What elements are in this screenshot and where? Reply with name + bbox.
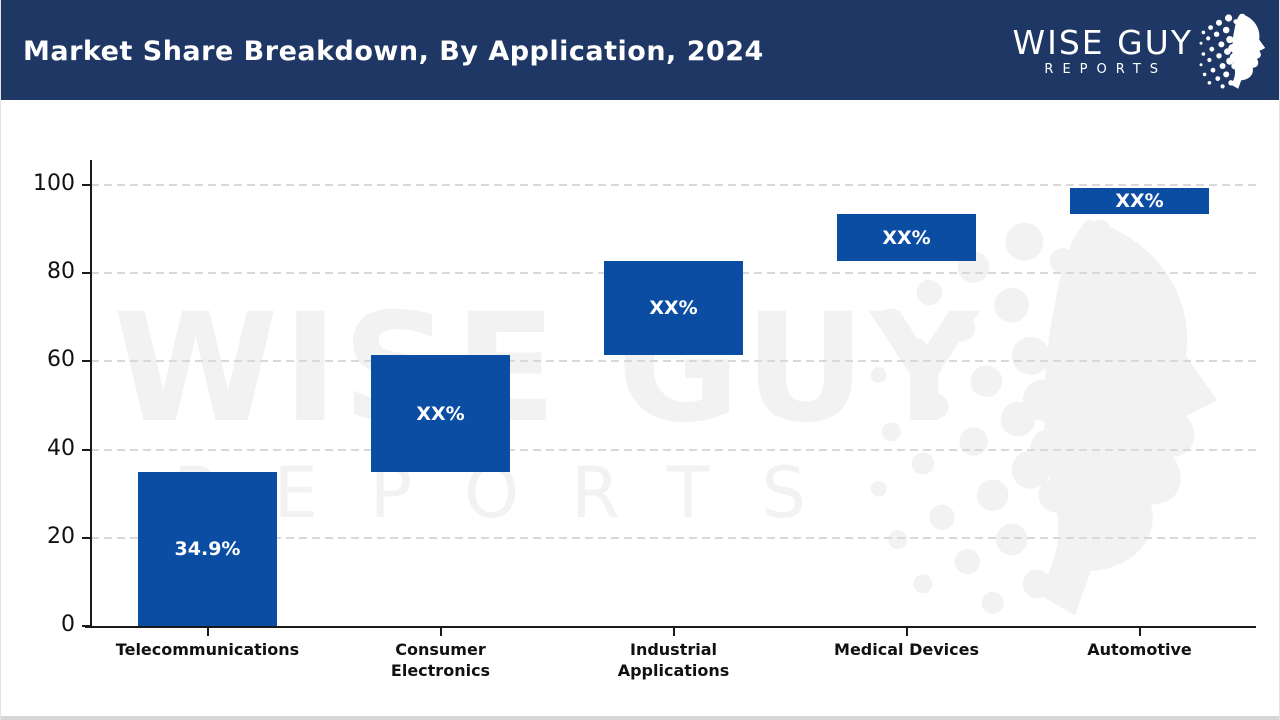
bottom-border [1,716,1279,720]
x-tick-mark [439,628,442,636]
y-tick-mark [82,448,90,451]
y-tick-label: 40 [47,435,75,461]
gridline-y40 [91,448,1256,451]
x-tick-mark [206,628,209,636]
x-tick-mark [672,628,675,636]
header-bar: Market Share Breakdown, By Application, … [1,0,1279,100]
bar-value-label: XX% [882,226,931,249]
y-tick-mark [82,360,90,363]
bar-4 [836,214,977,261]
y-tick-label: 100 [33,171,75,197]
bar-5 [1069,188,1210,215]
gridline-y100 [91,184,1256,187]
watermark-text-line1: WISE GUY [113,282,983,456]
y-tick-label: 0 [61,612,75,637]
category-label: Industrial Applications [617,640,730,680]
y-tick-label: 60 [47,347,75,373]
chart-area: WISE GUY REPORTS 0 20 40 60 80 100 34.9% Teleco… [1,100,1279,720]
gridline-y60 [91,360,1256,363]
brand-name: WISE GUY [1012,23,1193,62]
bar-3 [603,260,744,355]
brand-logo-text: WISE GUY REPORTS [1012,26,1193,76]
y-tick-mark [82,184,90,187]
y-tick-mark [82,272,90,275]
x-axis-line [85,626,1256,628]
category-label: Medical Devices [834,640,979,659]
category-label: Automotive [1087,640,1192,659]
brand-subtitle: REPORTS [1044,62,1168,77]
y-axis-line [90,160,92,628]
category-label: Telecommunications [115,640,300,659]
bar-2 [370,354,511,473]
logo-face-icon [1199,13,1266,89]
category-label: Consumer Electronics [390,640,491,680]
watermark-face-icon [870,219,1218,616]
brand-logo: WISE GUY REPORTS [1012,8,1267,94]
bar-value-label: 34.9% [174,538,241,561]
gridline-y20 [91,536,1256,539]
bar-value-label: XX% [1115,190,1164,213]
y-tick-label: 80 [47,259,75,285]
x-tick-mark [1138,628,1141,636]
y-tick-label: 20 [47,523,75,549]
x-tick-mark [905,628,908,636]
bar-value-label: XX% [416,402,465,425]
y-tick-mark [82,536,90,539]
chart-title: Market Share Breakdown, By Application, … [23,36,764,67]
bar-value-label: XX% [649,296,698,319]
bar-1 [137,472,278,626]
